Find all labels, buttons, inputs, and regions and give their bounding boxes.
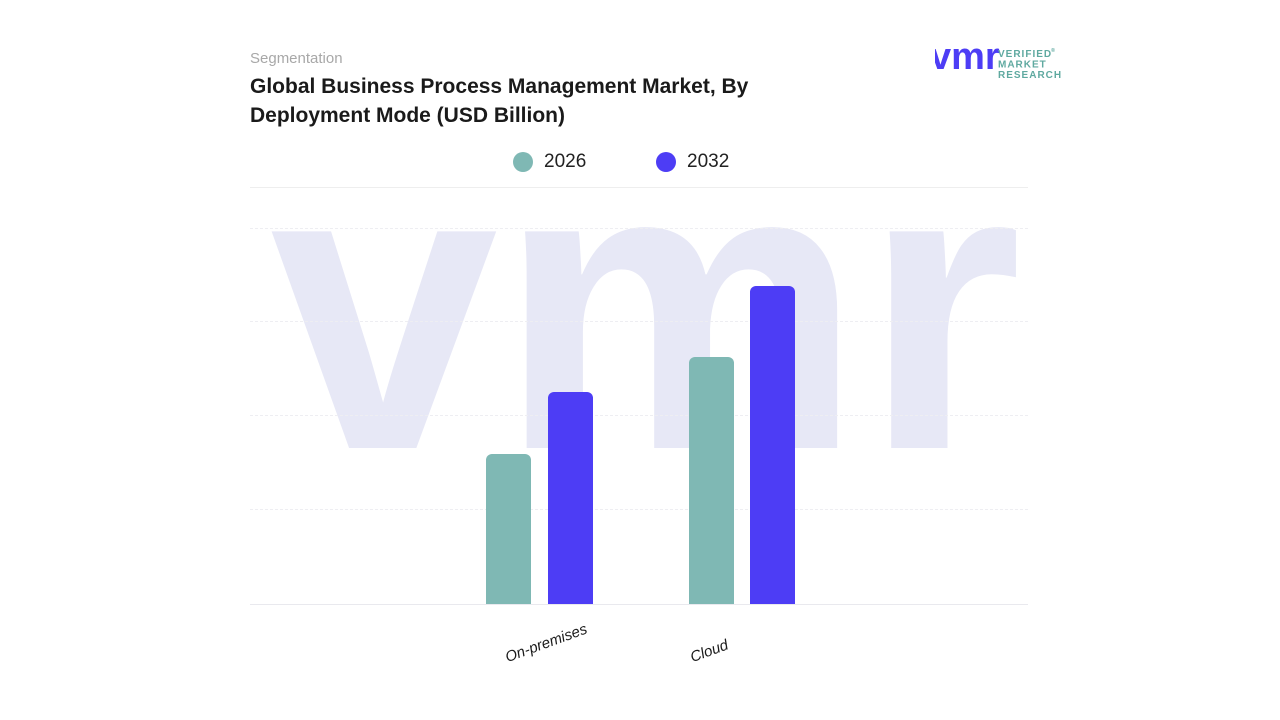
- svg-text:vmr: vmr: [935, 42, 1000, 78]
- svg-text:vmr: vmr: [270, 77, 1022, 535]
- svg-text:MARKET: MARKET: [998, 60, 1047, 71]
- svg-text:VERIFIED: VERIFIED: [998, 49, 1052, 60]
- svg-text:®: ®: [1051, 47, 1055, 54]
